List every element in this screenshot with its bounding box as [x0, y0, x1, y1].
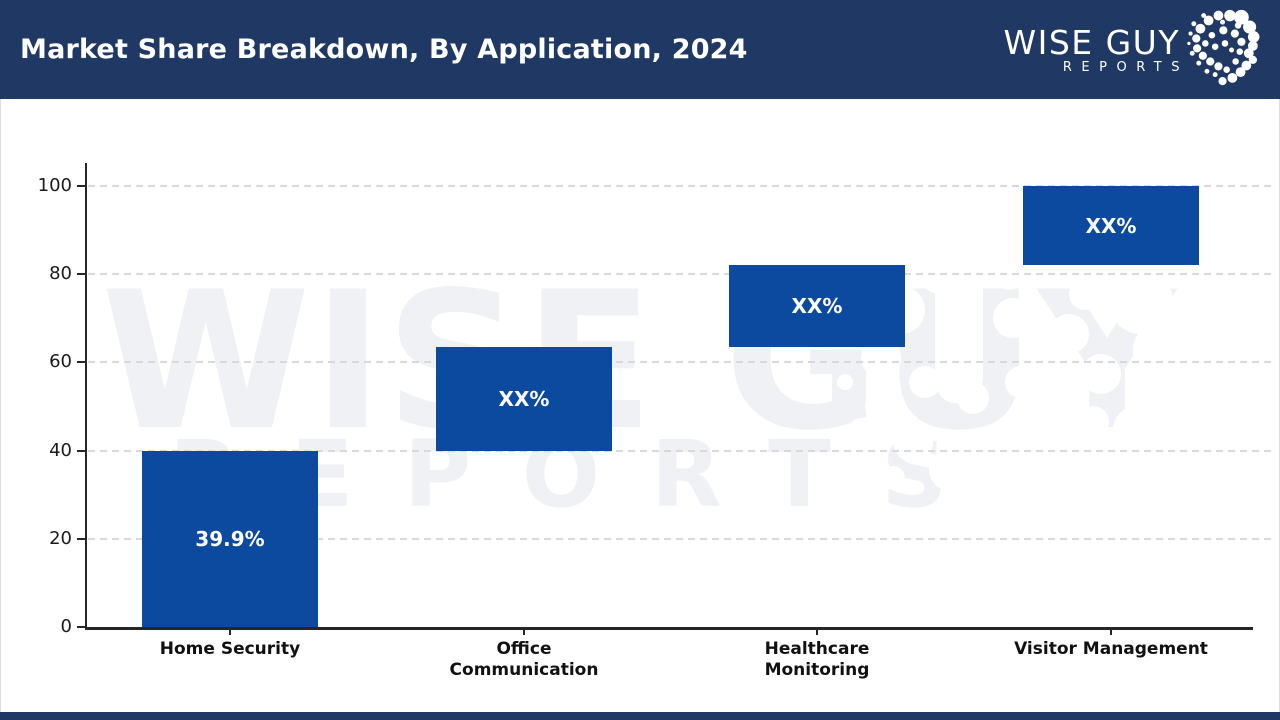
page-title: Market Share Breakdown, By Application, …	[20, 34, 748, 65]
y-tick-label: 80	[49, 263, 72, 285]
bar-2: XX%	[436, 346, 612, 451]
gridline-20	[88, 537, 1276, 540]
y-tick-label: 40	[49, 439, 72, 461]
y-tick-label: 60	[49, 351, 72, 373]
x-axis-label-line: Office	[496, 639, 552, 659]
wiseguy-logo: WISE GUY REPORTS	[1003, 8, 1266, 92]
x-axis-label-line: Visitor Management	[1014, 639, 1208, 659]
gridline-40	[88, 449, 1276, 452]
y-tick-40	[77, 449, 85, 452]
y-tick-20	[77, 537, 85, 540]
bar-4: XX%	[1023, 186, 1199, 266]
bar-value-label: XX%	[791, 294, 843, 319]
bar-1: 39.9%	[142, 451, 318, 627]
x-axis-label-line: Monitoring	[764, 660, 870, 680]
x-axis-line	[85, 627, 1253, 630]
bar-value-label: 39.9%	[195, 527, 265, 551]
x-tick-1	[229, 630, 231, 635]
gridline-100	[88, 185, 1276, 187]
footer-band	[0, 712, 1280, 720]
y-tick-label: 0	[60, 616, 72, 637]
x-axis-label-line: Healthcare	[764, 639, 870, 659]
x-axis-label: Office Communication	[384, 639, 664, 681]
x-axis-label-line: Communication	[449, 660, 599, 680]
logo-head-icon	[1187, 9, 1260, 85]
y-tick-label: 20	[49, 527, 72, 549]
y-tick-0	[77, 626, 85, 628]
x-axis-label: Home Security	[90, 639, 370, 660]
x-axis-label-line: Home Security	[159, 639, 301, 659]
header-band: Market Share Breakdown, By Application, …	[0, 0, 1280, 99]
bar-value-label: XX%	[1085, 213, 1137, 238]
x-tick-4	[1110, 630, 1112, 635]
logo-text: WISE GUY REPORTS	[1003, 22, 1180, 76]
gridline-60	[88, 361, 1276, 364]
logo-wordmark: WISE GUY	[1003, 22, 1180, 62]
x-axis-label: Visitor Management	[971, 639, 1251, 660]
y-tick-80	[77, 273, 85, 276]
x-tick-2	[523, 630, 525, 635]
y-tick-60	[77, 361, 85, 364]
bar-3: XX%	[729, 265, 905, 347]
logo-subtitle: REPORTS	[1062, 59, 1189, 75]
gridline-80	[88, 273, 1276, 276]
bar-value-label: XX%	[498, 386, 550, 411]
x-tick-3	[816, 630, 818, 635]
y-tick-label: 100	[37, 175, 72, 196]
x-axis-label: Healthcare Monitoring	[677, 639, 957, 681]
y-axis-line	[85, 163, 87, 629]
y-tick-100	[77, 185, 85, 187]
